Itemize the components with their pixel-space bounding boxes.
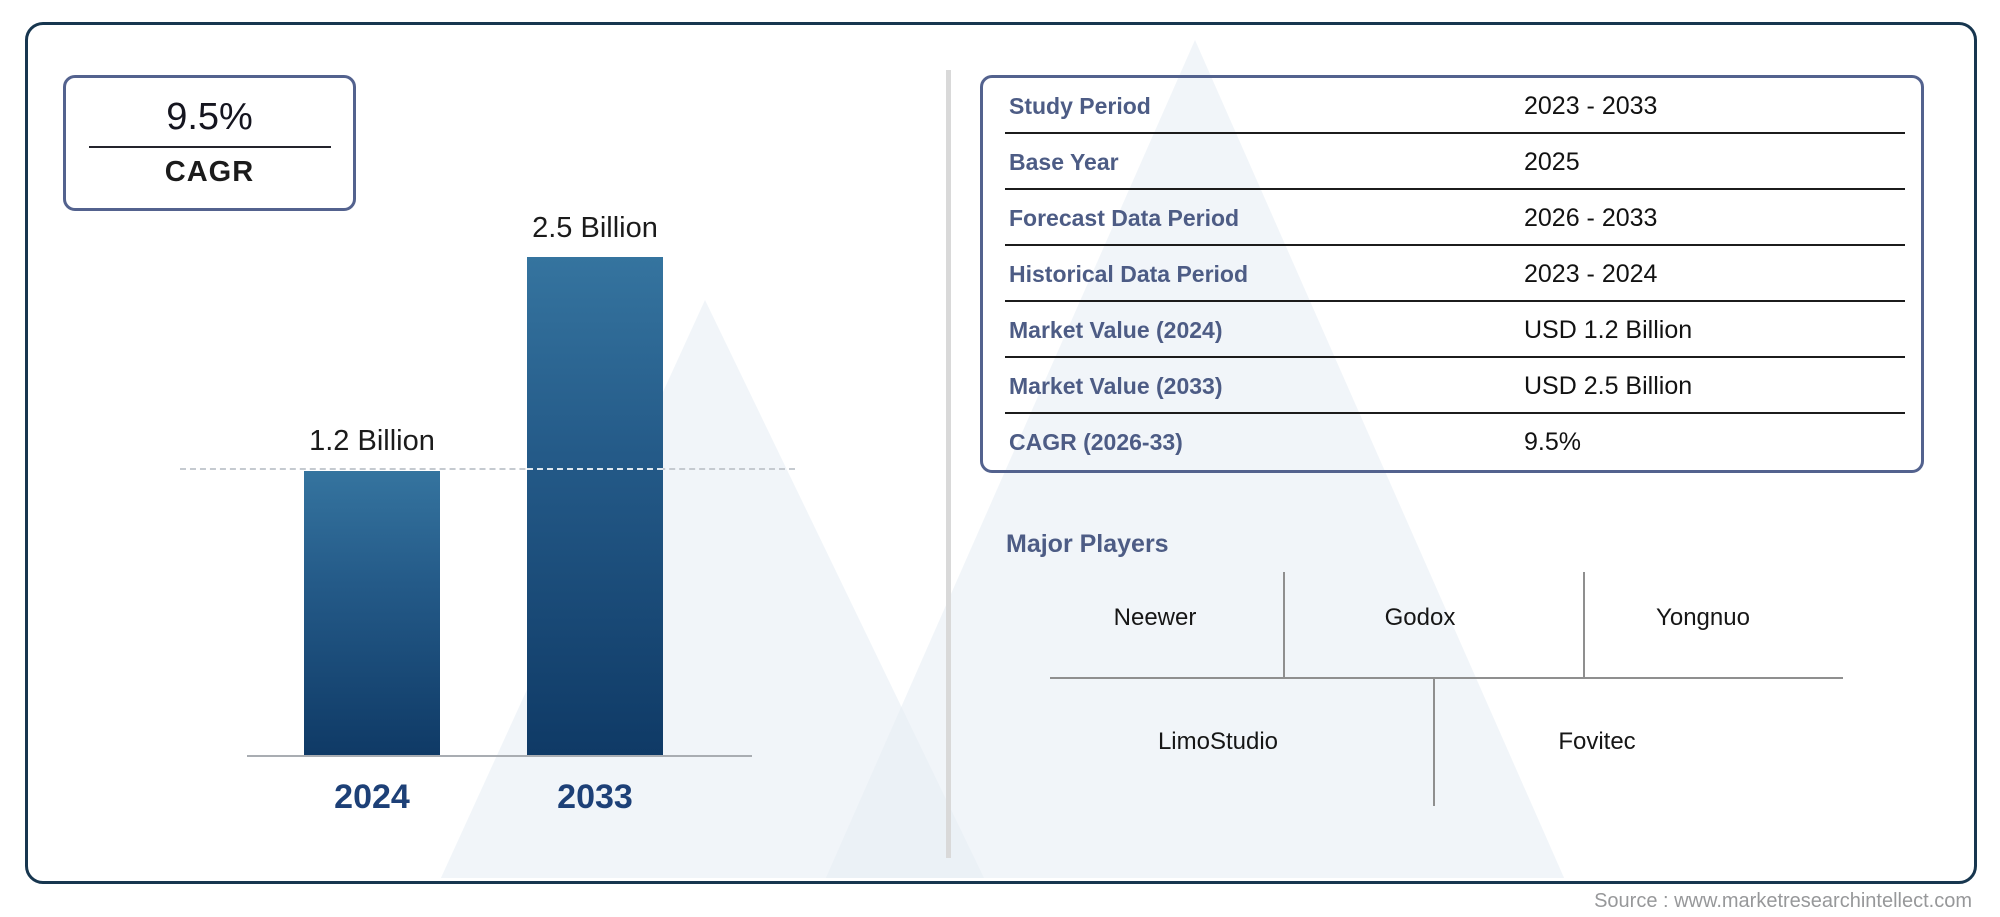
table-row-value: 2023 - 2024 <box>1524 259 1658 288</box>
table-row: Study Period 2023 - 2033 <box>983 78 1921 134</box>
table-row: Market Value (2024) USD 1.2 Billion <box>983 302 1921 358</box>
players-grid-vertical-line-3 <box>1433 677 1435 806</box>
table-row-value: 2023 - 2033 <box>1524 91 1658 120</box>
source-attribution: Source : www.marketresearchintellect.com <box>1594 890 1972 912</box>
cagr-divider <box>88 145 331 148</box>
table-row-label: Market Value (2024) <box>1009 316 1223 343</box>
market-info-table: Study Period 2023 - 2033 Base Year 2025 … <box>980 75 1924 473</box>
players-grid-vertical-line-2 <box>1583 572 1585 677</box>
table-row: Base Year 2025 <box>983 134 1921 190</box>
bar-2024 <box>304 471 440 755</box>
bar-value-label-2033: 2.5 Billion <box>532 212 658 244</box>
table-row: Forecast Data Period 2026 - 2033 <box>983 190 1921 246</box>
table-row-label: Market Value (2033) <box>1009 372 1223 399</box>
vertical-divider <box>946 70 951 858</box>
table-row-value: USD 2.5 Billion <box>1524 371 1693 400</box>
player-limostudio: LimoStudio <box>1157 728 1279 755</box>
players-grid-vertical-line-1 <box>1283 572 1285 677</box>
cagr-value: 9.5% <box>166 96 253 139</box>
cagr-box: 9.5% CAGR <box>63 75 356 211</box>
reference-dashed-line <box>180 468 795 470</box>
table-row-label: CAGR (2026-33) <box>1009 428 1183 455</box>
x-tick-2024: 2024 <box>334 778 410 816</box>
bar-2033 <box>527 257 663 755</box>
table-row-value: 2026 - 2033 <box>1524 203 1658 232</box>
table-row-label: Historical Data Period <box>1009 260 1249 287</box>
table-row: CAGR (2026-33) 9.5% <box>983 414 1921 470</box>
players-grid-horizontal-line <box>1050 677 1843 679</box>
reference-dashed-line-over-bar <box>527 468 663 470</box>
player-godox: Godox <box>1384 604 1456 631</box>
x-tick-2033: 2033 <box>557 778 633 816</box>
table-row-label: Study Period <box>1009 92 1151 119</box>
table-row-label: Forecast Data Period <box>1009 204 1240 231</box>
player-neewer: Neewer <box>1113 604 1197 631</box>
table-row-value: USD 1.2 Billion <box>1524 315 1693 344</box>
table-row-value: 2025 <box>1524 147 1580 176</box>
table-row-label: Base Year <box>1009 148 1119 175</box>
player-fovitec: Fovitec <box>1558 728 1636 755</box>
player-yongnuo: Yongnuo <box>1656 604 1750 631</box>
table-row-value: 9.5% <box>1524 427 1581 456</box>
x-axis-line <box>247 755 752 757</box>
bar-value-label-2024: 1.2 Billion <box>309 425 435 457</box>
table-row: Market Value (2033) USD 2.5 Billion <box>983 358 1921 414</box>
major-players-heading: Major Players <box>1006 530 1169 558</box>
cagr-label: CAGR <box>164 155 255 188</box>
table-row: Historical Data Period 2023 - 2024 <box>983 246 1921 302</box>
